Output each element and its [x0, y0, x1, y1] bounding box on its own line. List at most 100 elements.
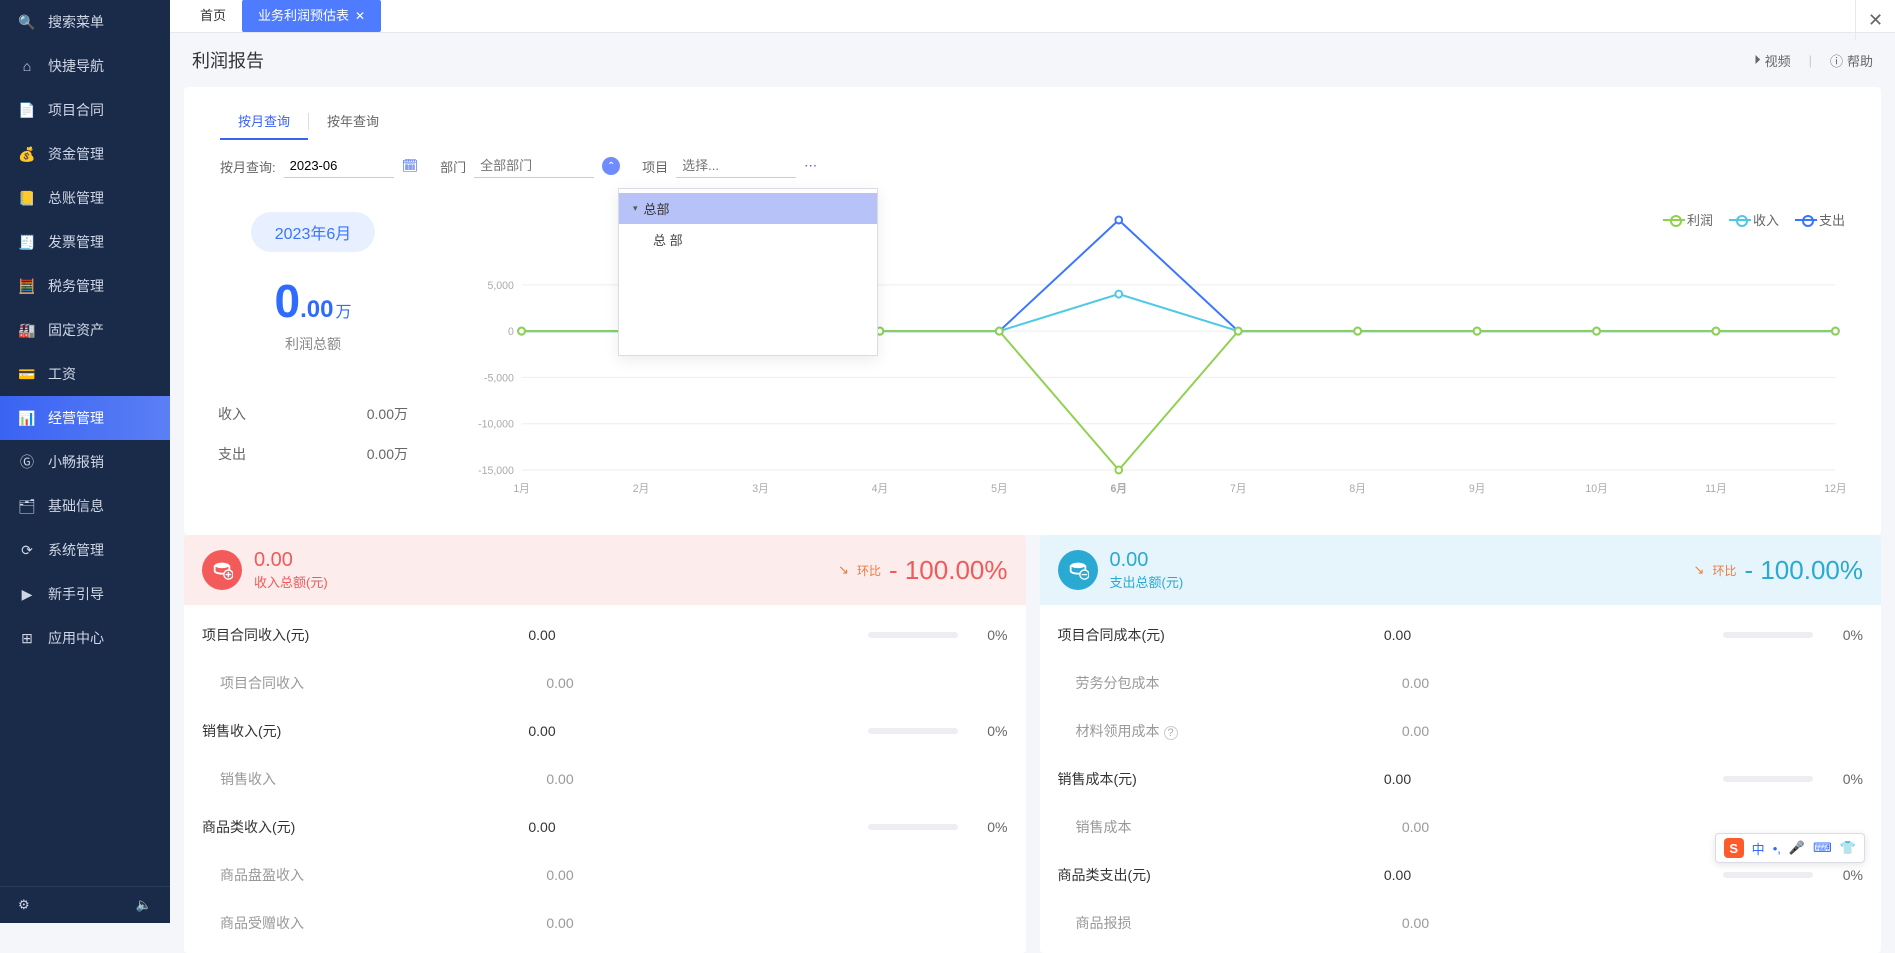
help-link[interactable]: ⓘ帮助	[1830, 51, 1873, 70]
ime-lang[interactable]: 中	[1752, 839, 1765, 858]
sidebar-item-asset[interactable]: 🏭 固定资产	[0, 308, 170, 352]
sidebar-item-nav[interactable]: ⌂快捷导航	[0, 44, 170, 88]
panel-row: 商品盘盈收入0.00	[202, 851, 1008, 899]
tree-collapse-icon[interactable]: ▾	[633, 203, 638, 214]
expense-amount: 0.00	[1110, 549, 1184, 572]
dept-dropdown-panel: ▾ 总部 总 部	[618, 188, 878, 356]
svg-text:6月: 6月	[1111, 482, 1127, 495]
sidebar-item-label: 项目合同	[48, 100, 104, 120]
collapse-icon[interactable]: 🔈	[136, 897, 152, 913]
sidebar-item-label: 系统管理	[48, 540, 104, 560]
expense-icon: Ⓖ	[18, 453, 36, 471]
subtab-year[interactable]: 按年查询	[309, 103, 397, 140]
project-more-icon[interactable]: ⋯	[804, 158, 819, 174]
expense-compare: ↘ 环比 - 100.00%	[1694, 555, 1863, 586]
sidebar-item-label: 税务管理	[48, 276, 104, 296]
summary-row-income: 收入 0.00万	[212, 394, 414, 434]
income-panel-header: 0.00 收入总额(元) ↘ 环比 - 100.00%	[184, 535, 1026, 605]
sidebar-item-label: 固定资产	[48, 320, 104, 340]
project-input[interactable]	[676, 154, 796, 178]
sidebar-item-system[interactable]: ⟳系统管理	[0, 528, 170, 572]
summary-row-expense: 支出 0.00万	[212, 434, 414, 474]
ime-mic-icon[interactable]: 🎤	[1789, 840, 1805, 856]
sidebar-item-label: 应用中心	[48, 628, 104, 648]
panel-row: 材料领用成本?0.00	[1058, 707, 1864, 755]
svg-text:-15,000: -15,000	[478, 465, 514, 477]
guide-icon: ▶	[18, 585, 36, 603]
panel-row: 销售成本(元)0.000%	[1058, 755, 1864, 803]
tabs-close-button[interactable]: ✕	[1855, 0, 1895, 40]
sidebar-item-label: 总账管理	[48, 188, 104, 208]
filter-project: 项目 ⋯	[642, 154, 819, 178]
sidebar-item-tax[interactable]: 🧮 税务管理	[0, 264, 170, 308]
dept-input[interactable]	[474, 154, 594, 178]
expense-sub: 支出总额(元)	[1110, 572, 1184, 591]
sidebar-item-apps[interactable]: ⊞ 应用中心	[0, 616, 170, 660]
sidebar-item-ledger[interactable]: 📒总账管理	[0, 176, 170, 220]
ime-skin-icon[interactable]: 👕	[1840, 840, 1856, 856]
legend-marker-icon	[1733, 219, 1747, 221]
contract-icon: 📄	[18, 101, 36, 119]
progress-track	[868, 632, 958, 638]
svg-text:3月: 3月	[752, 483, 768, 495]
settings-icon[interactable]: ⚙	[18, 897, 30, 913]
svg-text:9月: 9月	[1469, 483, 1485, 495]
panel-row: 商品报损0.00	[1058, 899, 1864, 947]
sidebar-item-label: 工资	[48, 364, 76, 384]
dept-option-root[interactable]: ▾ 总部	[619, 193, 877, 224]
video-icon: ⏵	[1754, 52, 1761, 68]
income-amount: 0.00	[254, 549, 328, 572]
progress-track	[1723, 872, 1813, 878]
video-link[interactable]: ⏵视频	[1754, 51, 1791, 70]
svg-text:5月: 5月	[991, 483, 1007, 495]
apps-icon: ⊞	[18, 629, 36, 647]
sidebar-item-guide[interactable]: ▶新手引导	[0, 572, 170, 616]
progress-track	[1723, 632, 1813, 638]
tab[interactable]: 业务利润预估表✕	[242, 0, 381, 32]
help-icon: ⓘ	[1830, 51, 1843, 70]
sidebar-item-salary[interactable]: 💳 工资	[0, 352, 170, 396]
svg-text:11月: 11月	[1705, 483, 1726, 495]
sidebar-item-expense[interactable]: Ⓖ小畅报销	[0, 440, 170, 484]
legend-item[interactable]: 支出	[1799, 210, 1845, 229]
tab[interactable]: 首页	[184, 0, 242, 32]
page-header: 利润报告 ⏵视频 | ⓘ帮助	[170, 33, 1895, 79]
income-compare: ↘ 环比 - 100.00%	[838, 555, 1007, 586]
sidebar-item-base[interactable]: 🗂基础信息	[0, 484, 170, 528]
ime-logo-icon: S	[1724, 838, 1744, 858]
expense-panel: 0.00 支出总额(元) ↘ 环比 - 100.00% 项目合同成本(元)0.0…	[1040, 535, 1882, 953]
svg-text:1月: 1月	[513, 483, 529, 495]
tax-icon: 🧮	[18, 277, 36, 295]
svg-text:-10,000: -10,000	[478, 419, 514, 431]
dept-option-child[interactable]: 总 部	[619, 224, 877, 255]
ime-punct-icon[interactable]: •,	[1773, 841, 1781, 856]
help-tooltip-icon[interactable]: ?	[1164, 726, 1178, 740]
panel-row: 项目合同成本(元)0.000%	[1058, 611, 1864, 659]
sidebar-item-operate[interactable]: 📊经营管理	[0, 396, 170, 440]
dept-label: 部门	[440, 157, 466, 176]
trend-down-icon: ↘	[1694, 562, 1705, 578]
calendar-icon[interactable]: 🗓	[402, 158, 419, 174]
sidebar-item-fund[interactable]: 💰资金管理	[0, 132, 170, 176]
legend-item[interactable]: 收入	[1733, 210, 1779, 229]
subtab-month[interactable]: 按月查询	[220, 103, 308, 140]
tab-close-icon[interactable]: ✕	[355, 0, 365, 32]
summary-card: 2023年6月 0.00万 利润总额 收入 0.00万 支出 0.00万	[198, 192, 428, 521]
ime-keyboard-icon[interactable]: ⌨	[1813, 840, 1832, 856]
panel-row: 销售收入0.00	[202, 755, 1008, 803]
month-input[interactable]	[284, 154, 394, 178]
panel-row: 劳务分包成本0.00	[1058, 659, 1864, 707]
sidebar-item-contract[interactable]: 📄 项目合同	[0, 88, 170, 132]
salary-icon: 💳	[18, 365, 36, 383]
progress-track	[1723, 776, 1813, 782]
sidebar-item-invoice[interactable]: 🧾发票管理	[0, 220, 170, 264]
asset-icon: 🏭	[18, 321, 36, 339]
legend-marker-icon	[1799, 219, 1813, 221]
svg-text:8月: 8月	[1349, 483, 1365, 495]
period-pill: 2023年6月	[251, 212, 376, 252]
legend-item[interactable]: 利润	[1667, 210, 1713, 229]
panel-row: 商品受赠收入0.00	[202, 899, 1008, 947]
ime-toolbar[interactable]: S 中 •, 🎤 ⌨ 👕	[1715, 833, 1865, 863]
dept-dropdown-button[interactable]: ⌃	[602, 157, 620, 175]
sidebar-item-search[interactable]: 🔍搜索菜单	[0, 0, 170, 44]
